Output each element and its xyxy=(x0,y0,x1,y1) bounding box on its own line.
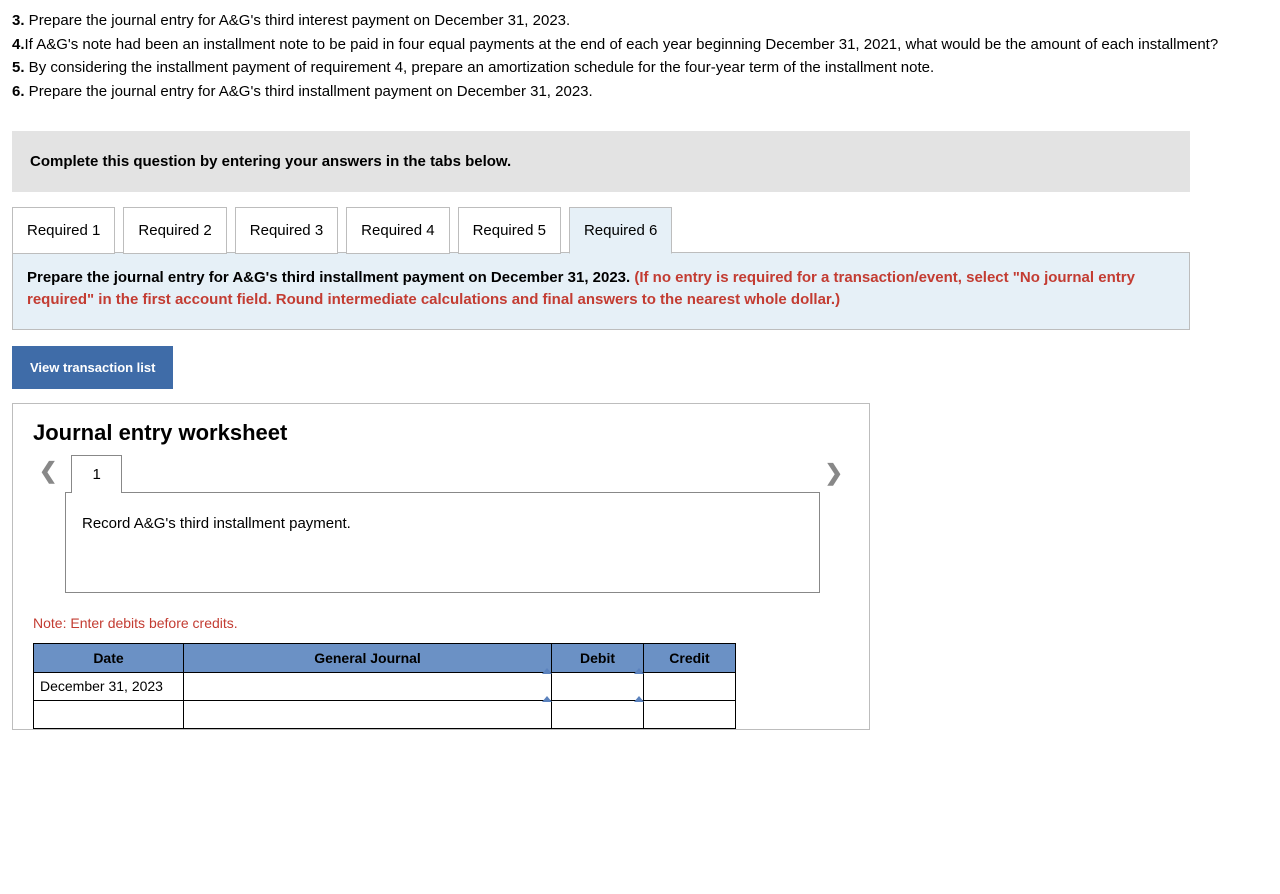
question-block: 3. Prepare the journal entry for A&G's t… xyxy=(12,10,1268,103)
tab-required-1[interactable]: Required 1 xyxy=(12,207,115,254)
tab-required-5[interactable]: Required 5 xyxy=(458,207,561,254)
chevron-left-icon[interactable]: ❮ xyxy=(33,454,63,488)
credit-cell[interactable] xyxy=(644,700,736,728)
col-date: Date xyxy=(34,643,184,672)
view-transaction-list-button[interactable]: View transaction list xyxy=(12,346,173,389)
tab-panel: Prepare the journal entry for A&G's thir… xyxy=(12,252,1190,330)
entry-note: Note: Enter debits before credits. xyxy=(33,615,849,631)
chevron-right-icon[interactable]: ❯ xyxy=(819,456,849,490)
worksheet-title: Journal entry worksheet xyxy=(33,420,849,446)
q6-num: 6. xyxy=(12,83,25,100)
credit-cell[interactable] xyxy=(644,672,736,700)
col-credit: Credit xyxy=(644,643,736,672)
date-cell[interactable] xyxy=(34,700,184,728)
q3-num: 3. xyxy=(12,12,25,29)
worksheet-panel: Journal entry worksheet ❮ 1 ❯ Record A&G… xyxy=(12,403,870,730)
date-cell[interactable]: December 31, 2023 xyxy=(34,672,184,700)
q5-text: By considering the installment payment o… xyxy=(25,59,935,76)
entry-tab-1[interactable]: 1 xyxy=(71,455,121,493)
table-row xyxy=(34,700,736,728)
instruction-bar: Complete this question by entering your … xyxy=(12,131,1190,192)
q3-text: Prepare the journal entry for A&G's thir… xyxy=(25,12,571,29)
debit-cell[interactable] xyxy=(552,672,644,700)
account-cell[interactable] xyxy=(184,700,552,728)
account-cell[interactable] xyxy=(184,672,552,700)
q5-num: 5. xyxy=(12,59,25,76)
tabs-row: Required 1 Required 2 Required 3 Require… xyxy=(12,206,1190,253)
q4-num: 4. xyxy=(12,36,25,53)
col-general-journal: General Journal xyxy=(184,643,552,672)
tab-required-6[interactable]: Required 6 xyxy=(569,207,672,254)
table-row: December 31, 2023 xyxy=(34,672,736,700)
tab-required-3[interactable]: Required 3 xyxy=(235,207,338,254)
q6-text: Prepare the journal entry for A&G's thir… xyxy=(25,83,593,100)
tab-required-2[interactable]: Required 2 xyxy=(123,207,226,254)
entry-description-box: Record A&G's third installment payment. xyxy=(65,492,820,593)
q4-text: If A&G's note had been an installment no… xyxy=(25,36,1219,53)
journal-entry-table: Date General Journal Debit Credit Decemb… xyxy=(33,643,736,729)
worksheet-nav: ❮ 1 ❯ xyxy=(33,454,849,492)
tab-required-4[interactable]: Required 4 xyxy=(346,207,449,254)
col-debit: Debit xyxy=(552,643,644,672)
debit-cell[interactable] xyxy=(552,700,644,728)
entry-description: Record A&G's third installment payment. xyxy=(82,515,351,532)
tab-instruction-main: Prepare the journal entry for A&G's thir… xyxy=(27,269,634,286)
